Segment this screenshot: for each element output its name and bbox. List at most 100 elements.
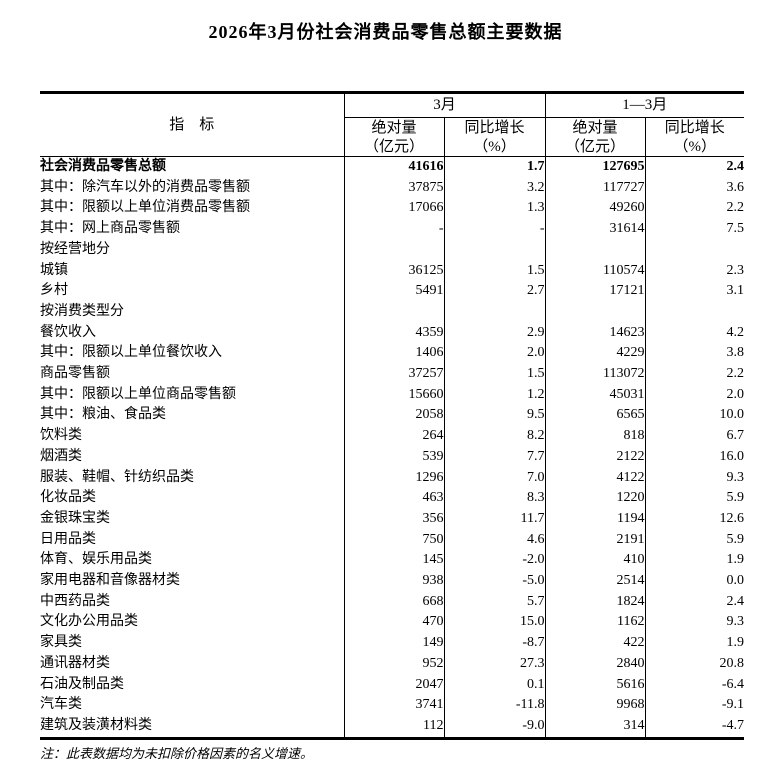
march-yoy-cell: 1.5	[443, 364, 546, 385]
janmar-yoy-cell: 2.4	[644, 156, 745, 178]
table-row: 其中：粮油、食品类 2058 9.5 6565 10.0	[40, 405, 745, 427]
janmar-yoy-cell: 6.7	[644, 426, 745, 447]
march-absolute-cell: 356	[343, 508, 444, 530]
janmar-yoy-cell: 2.2	[644, 198, 745, 220]
table-row: 城镇 36125 1.5 110574 2.3	[40, 260, 745, 282]
janmar-absolute-cell: 1162	[544, 612, 646, 634]
table-row: 汽车类 3741 -11.8 9968 -9.1	[40, 695, 745, 716]
janmar-yoy-cell: 1.9	[644, 550, 745, 572]
janmar-yoy-cell: 5.9	[644, 529, 745, 551]
janmar-absolute-cell: 17121	[544, 281, 646, 302]
table-body: 社会消费品零售总额 41616 1.7 127695 2.4 其中：除汽车以外的消费品零售…	[40, 156, 745, 739]
march-absolute-cell	[343, 301, 444, 323]
indicator-cell: 餐饮收入	[40, 324, 96, 340]
table-row: 日用品类 750 4.6 2191 5.9	[40, 529, 745, 551]
march-absolute-cell: 668	[343, 591, 444, 613]
march-absolute-cell: 3741	[343, 695, 444, 716]
absolute-label: 绝对量	[572, 120, 618, 136]
retail-sales-table: 指 标 3月 1—3月 绝对量 （亿元） 同比增长 （%） 绝对量 （亿元） 同…	[40, 91, 745, 740]
janmar-yoy-cell: 0.0	[644, 571, 745, 592]
march-yoy-cell: 2.0	[443, 343, 546, 365]
table-row: 文化办公用品类 470 15.0 1162 9.3	[40, 612, 745, 634]
indicator-cell: 饮料类	[40, 428, 82, 444]
janmar-yoy-cell: -6.4	[644, 674, 745, 696]
janmar-absolute-cell: 110574	[544, 260, 646, 282]
march-yoy-cell: 1.2	[443, 384, 546, 406]
janmar-absolute-cell: 410	[544, 550, 646, 572]
table-row: 其中：限额以上单位餐饮收入 1406 2.0 4229 3.8	[40, 343, 745, 365]
janmar-absolute-cell: 2514	[544, 571, 646, 592]
table-row: 中西药品类 668 5.7 1824 2.4	[40, 591, 745, 613]
table-row: 按消费类型分	[40, 301, 745, 323]
header-janmar-yoy: 同比增长 （%）	[644, 117, 745, 157]
indicator-cell: 体育、娱乐用品类	[40, 552, 152, 568]
janmar-absolute-cell: 127695	[544, 156, 646, 178]
table-row: 社会消费品零售总额 41616 1.7 127695 2.4	[40, 156, 745, 178]
janmar-absolute-cell: 2191	[544, 529, 646, 551]
yoy-label: 同比增长	[464, 120, 525, 136]
janmar-yoy-cell: 16.0	[644, 446, 745, 468]
march-absolute-cell: 750	[343, 529, 444, 551]
indicator-cell: 中西药品类	[40, 593, 110, 609]
janmar-absolute-cell: 2122	[544, 446, 646, 468]
table-row: 家用电器和音像器材类 938 -5.0 2514 0.0	[40, 571, 745, 592]
table-row: 餐饮收入 4359 2.9 14623 4.2	[40, 322, 745, 344]
march-absolute-cell: 938	[343, 571, 444, 592]
indicator-cell: 城镇	[40, 262, 68, 278]
march-absolute-cell: 1296	[343, 467, 444, 489]
janmar-absolute-cell: 49260	[544, 198, 646, 220]
header-indicator: 指 标	[40, 92, 344, 157]
janmar-yoy-cell: 5.9	[644, 488, 745, 509]
janmar-yoy-cell: 20.8	[644, 653, 745, 675]
janmar-yoy-cell: 2.0	[644, 384, 745, 406]
janmar-yoy-cell: 4.2	[644, 322, 745, 344]
janmar-yoy-cell: 2.4	[644, 591, 745, 613]
table-header: 指 标 3月 1—3月 绝对量 （亿元） 同比增长 （%） 绝对量 （亿元） 同…	[40, 92, 745, 157]
march-yoy-cell: 5.7	[443, 591, 546, 613]
janmar-absolute-cell: 9968	[544, 695, 646, 716]
march-yoy-cell: 27.3	[443, 653, 546, 675]
indicator-cell: 化妆品类	[40, 490, 96, 506]
janmar-yoy-cell: 3.1	[644, 281, 745, 302]
indicator-cell: 其中：粮油、食品类	[40, 407, 166, 423]
indicator-cell: 其中：限额以上单位消费品零售额	[40, 200, 250, 216]
march-yoy-cell: 8.3	[443, 488, 546, 509]
march-yoy-cell: 7.7	[443, 446, 546, 468]
absolute-unit: （亿元）	[363, 139, 424, 155]
table-row: 饮料类 264 8.2 818 6.7	[40, 426, 745, 447]
march-absolute-cell: 2058	[343, 405, 444, 427]
indicator-cell: 文化办公用品类	[40, 614, 138, 630]
indicator-cell: 其中：限额以上单位商品零售额	[40, 386, 236, 402]
janmar-yoy-cell	[644, 239, 745, 261]
march-absolute-cell: 5491	[343, 281, 444, 302]
march-yoy-cell: 2.7	[443, 281, 546, 302]
march-yoy-cell: 15.0	[443, 612, 546, 634]
march-absolute-cell: 37875	[343, 177, 444, 199]
janmar-yoy-cell: 10.0	[644, 405, 745, 427]
march-absolute-cell: 952	[343, 653, 444, 675]
footnote: 注：此表数据均为未扣除价格因素的名义增速。	[40, 745, 314, 761]
janmar-yoy-cell: 7.5	[644, 219, 745, 240]
janmar-yoy-cell: 2.3	[644, 260, 745, 282]
janmar-yoy-cell: 3.6	[644, 177, 745, 199]
janmar-yoy-cell: -9.1	[644, 695, 745, 716]
yoy-label: 同比增长	[664, 120, 725, 136]
march-yoy-cell: 4.6	[443, 529, 546, 551]
table-row: 石油及制品类 2047 0.1 5616 -6.4	[40, 674, 745, 696]
janmar-absolute-cell	[544, 301, 646, 323]
march-absolute-cell: 1406	[343, 343, 444, 365]
indicator-cell: 其中：限额以上单位餐饮收入	[40, 345, 222, 361]
indicator-cell: 其中：网上商品零售额	[40, 221, 180, 237]
janmar-absolute-cell: 45031	[544, 384, 646, 406]
indicator-cell: 烟酒类	[40, 448, 82, 464]
march-absolute-cell: 37257	[343, 364, 444, 385]
janmar-absolute-cell: 117727	[544, 177, 646, 199]
march-absolute-cell: 112	[343, 715, 444, 739]
header-march-yoy: 同比增长 （%）	[443, 117, 546, 157]
header-jan-mar: 1—3月	[544, 92, 745, 118]
table-row: 烟酒类 539 7.7 2122 16.0	[40, 446, 745, 468]
janmar-yoy-cell: 12.6	[644, 508, 745, 530]
janmar-absolute-cell: 14623	[544, 322, 646, 344]
march-yoy-cell: 1.3	[443, 198, 546, 220]
janmar-yoy-cell: 2.2	[644, 364, 745, 385]
